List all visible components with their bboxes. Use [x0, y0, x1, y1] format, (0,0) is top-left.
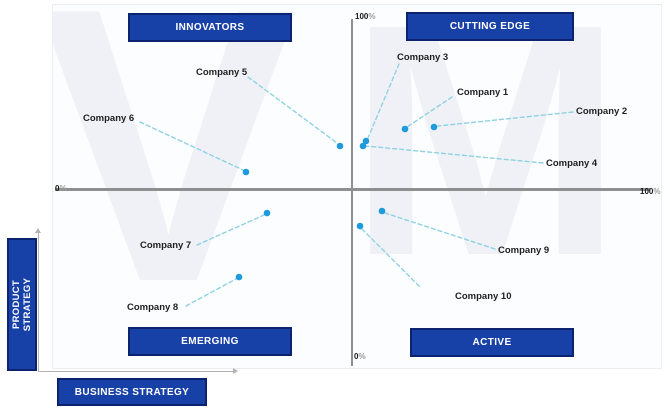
mini-y-axis-line	[38, 233, 39, 372]
tick-value: 100	[640, 187, 654, 196]
company-point	[378, 207, 386, 215]
tick-value: 100	[355, 12, 369, 21]
company-point	[359, 142, 367, 150]
origin-tick: 0%	[55, 184, 67, 193]
tick-value: 0	[354, 352, 359, 361]
company-point	[356, 222, 364, 230]
quadrant-label-cutting-edge: CUTTING EDGE	[406, 12, 574, 41]
company-point	[235, 273, 243, 281]
leader-line	[365, 145, 544, 164]
company-point	[430, 123, 438, 131]
company-label: Company 5	[196, 67, 248, 78]
company-point	[263, 209, 271, 217]
leader-line	[367, 63, 400, 139]
x-axis-title-box: BUSINESS STRATEGY	[57, 378, 207, 406]
tick-percent-sign: %	[368, 12, 376, 21]
company-label: Company 8	[127, 302, 178, 313]
y-axis-top-tick: 100%	[355, 12, 375, 21]
tick-value: 0	[55, 184, 60, 193]
quadrant-label-active: ACTIVE	[410, 328, 574, 357]
leader-line	[196, 214, 265, 246]
mini-x-axis-line	[38, 371, 234, 372]
y-axis-bottom-tick: 0%	[354, 352, 366, 361]
leader-line	[185, 278, 237, 307]
company-label: Company 9	[498, 245, 549, 256]
mini-x-axis-arrow-icon	[233, 368, 238, 374]
company-label: Company 2	[576, 106, 627, 117]
watermark-letter-left: V	[52, 4, 299, 363]
company-point	[242, 168, 250, 176]
mini-y-axis-arrow-icon	[35, 228, 41, 233]
leader-line	[406, 96, 453, 128]
x-axis-right-tick: 100%	[640, 187, 660, 196]
leader-line	[437, 111, 574, 127]
company-point	[401, 125, 409, 133]
plot-area: V M	[52, 4, 662, 369]
company-label: Company 10	[455, 291, 512, 302]
company-point	[362, 137, 370, 145]
leader-line	[361, 228, 422, 289]
company-label: Company 1	[457, 87, 509, 98]
tick-percent-sign: %	[653, 187, 661, 196]
company-label: Company 3	[397, 52, 448, 63]
company-point	[336, 142, 344, 150]
company-label: Company 7	[140, 240, 191, 251]
leader-line	[247, 76, 338, 144]
company-label: Company 6	[83, 113, 134, 124]
y-axis-title-box: PRODUCT STRATEGY	[7, 238, 37, 371]
company-label: Company 4	[546, 158, 598, 169]
watermark-letter-right: M	[348, 4, 623, 324]
y-axis-line	[351, 19, 353, 366]
leader-line	[384, 212, 496, 250]
leader-line	[139, 121, 244, 171]
tick-percent-sign: %	[358, 352, 366, 361]
quadrant-label-emerging: EMERGING	[128, 327, 292, 356]
quadrant-label-innovators: INNOVATORS	[128, 13, 292, 42]
tick-percent-sign: %	[59, 184, 67, 193]
